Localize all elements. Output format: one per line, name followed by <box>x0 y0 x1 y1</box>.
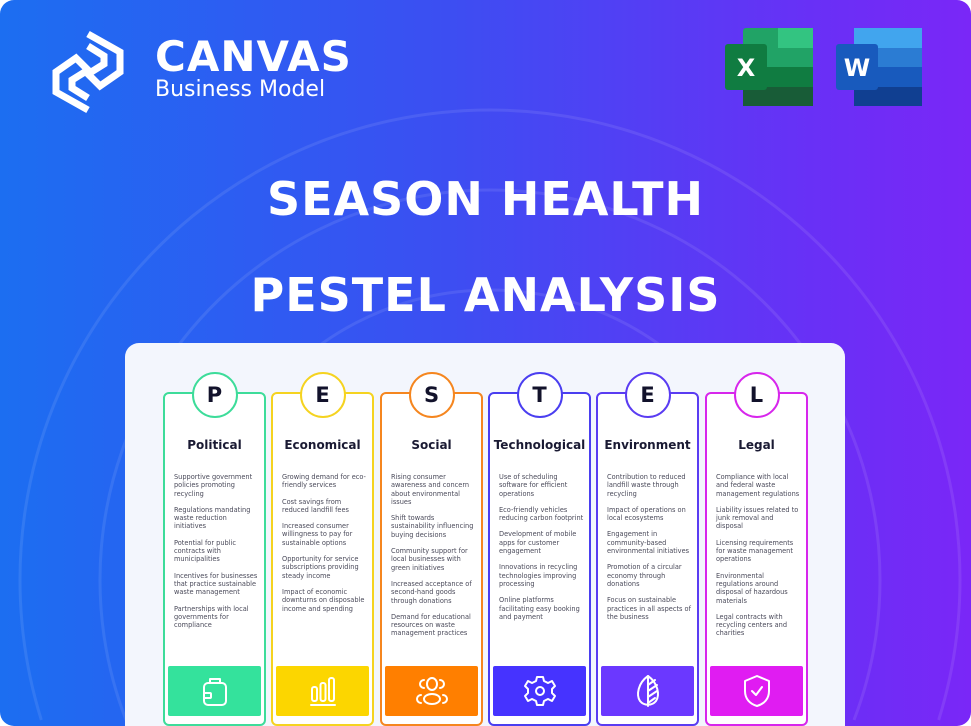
list-item: Increased acceptance of second-hand good… <box>391 579 472 605</box>
list-item: Incentives for businesses that practice … <box>174 571 258 597</box>
card-items: Rising consumer awareness and concern ab… <box>391 473 477 646</box>
list-item: Environmental regulations around disposa… <box>716 571 788 605</box>
list-item: Licensing requirements for waste managem… <box>716 538 794 564</box>
card-items: Compliance with local and federal waste … <box>716 473 802 646</box>
list-item: Growing demand for eco-friendly services <box>282 473 366 490</box>
icon-box <box>493 666 586 716</box>
list-item: Impact of economic downturns on disposab… <box>282 587 365 613</box>
icon-box <box>276 666 369 716</box>
card-items: Supportive government policies promoting… <box>174 473 260 637</box>
icon-box <box>385 666 478 716</box>
brand-tagline: Business Model <box>155 77 326 102</box>
letter-badge: T <box>516 372 563 418</box>
list-item: Supportive government policies promoting… <box>174 473 253 498</box>
background-ring <box>98 188 882 721</box>
brand: CANVAS Business Model <box>155 34 352 102</box>
list-item: Impact of operations on local ecosystems <box>607 505 686 523</box>
list-item: Engagement in community-based environmen… <box>607 530 690 556</box>
card-title: Technological <box>493 438 586 452</box>
word-icon[interactable]: W <box>836 28 926 112</box>
bar-chart-icon <box>309 677 336 706</box>
gear-icon <box>523 676 556 706</box>
list-item: Potential for public contracts with muni… <box>174 538 236 564</box>
list-item: Innovations in recycling technologies im… <box>499 563 578 588</box>
briefcase-icon <box>202 678 227 706</box>
list-item: Opportunity for service subscriptions pr… <box>282 555 359 580</box>
list-item: Community support for local businesses w… <box>391 547 468 572</box>
pestel-card-social: S Social Rising consumer awareness and c… <box>380 372 483 726</box>
pestel-card-environment: E Environment Contribution to reduced la… <box>596 372 699 726</box>
leaf-icon <box>636 675 659 707</box>
letter-badge: E <box>299 372 346 418</box>
list-item: Shift towards sustainability influencing… <box>391 514 474 539</box>
letter-badge: S <box>408 372 455 418</box>
brand-name: CANVAS <box>155 32 352 81</box>
card-items: Growing demand for eco-friendly services… <box>282 473 368 621</box>
letter-badge: E <box>624 372 671 418</box>
card-title: Environment <box>604 438 691 452</box>
card-title: Social <box>411 438 452 452</box>
card-items: Use of scheduling software for efficient… <box>499 473 585 629</box>
list-item: Partnerships with local governments for … <box>174 604 249 630</box>
excel-icon[interactable]: X <box>725 28 815 112</box>
letter-badge: P <box>191 372 238 418</box>
icon-box <box>168 666 261 716</box>
list-item: Eco-friendly vehicles reducing carbon fo… <box>499 505 584 523</box>
list-item: Regulations mandating waste reduction in… <box>174 505 251 531</box>
list-item: Compliance with local and federal waste … <box>716 473 800 498</box>
icon-box <box>710 666 803 716</box>
list-item: Use of scheduling software for efficient… <box>499 473 568 498</box>
icon-box <box>601 666 694 716</box>
list-item: Development of mobile apps for customer … <box>499 530 577 556</box>
list-item: Liability issues related to junk removal… <box>716 505 799 531</box>
list-item: Cost savings from reduced landfill fees <box>282 497 349 514</box>
pestel-card-legal: L Legal Compliance with local and federa… <box>705 372 808 726</box>
list-item: Legal contracts with recycling centers a… <box>716 612 788 638</box>
excel-letter: X <box>737 54 756 82</box>
letter-badge: L <box>733 372 780 418</box>
canvas-logo-icon <box>52 30 124 114</box>
shield-check-icon <box>743 675 770 707</box>
card-title: Political <box>187 438 242 452</box>
list-item: Focus on sustainable practices in all as… <box>607 596 691 621</box>
people-icon <box>415 677 448 705</box>
title-line-1: SEASON HEALTH <box>267 172 704 226</box>
list-item: Demand for educational resources on wast… <box>391 612 471 638</box>
card-title: Economical <box>284 438 361 452</box>
list-item: Rising consumer awareness and concern ab… <box>391 473 470 506</box>
pestel-card-political: P Political Supportive government polici… <box>163 372 266 726</box>
pestel-card-technological: T Technological Use of scheduling softwa… <box>488 372 591 726</box>
pestel-card-economical: E Economical Growing demand for eco-frie… <box>271 372 374 726</box>
list-item: Promotion of a circular economy through … <box>607 563 682 588</box>
word-letter: W <box>844 54 870 82</box>
list-item: Increased consumer willingness to pay fo… <box>282 522 353 547</box>
title-line-2: PESTEL ANALYSIS <box>250 268 721 322</box>
list-item: Online platforms facilitating easy booki… <box>499 596 580 621</box>
card-title: Legal <box>738 438 775 452</box>
background-ring <box>18 108 962 721</box>
list-item: Contribution to reduced landfill waste t… <box>607 473 686 498</box>
card-items: Contribution to reduced landfill waste t… <box>607 473 693 629</box>
